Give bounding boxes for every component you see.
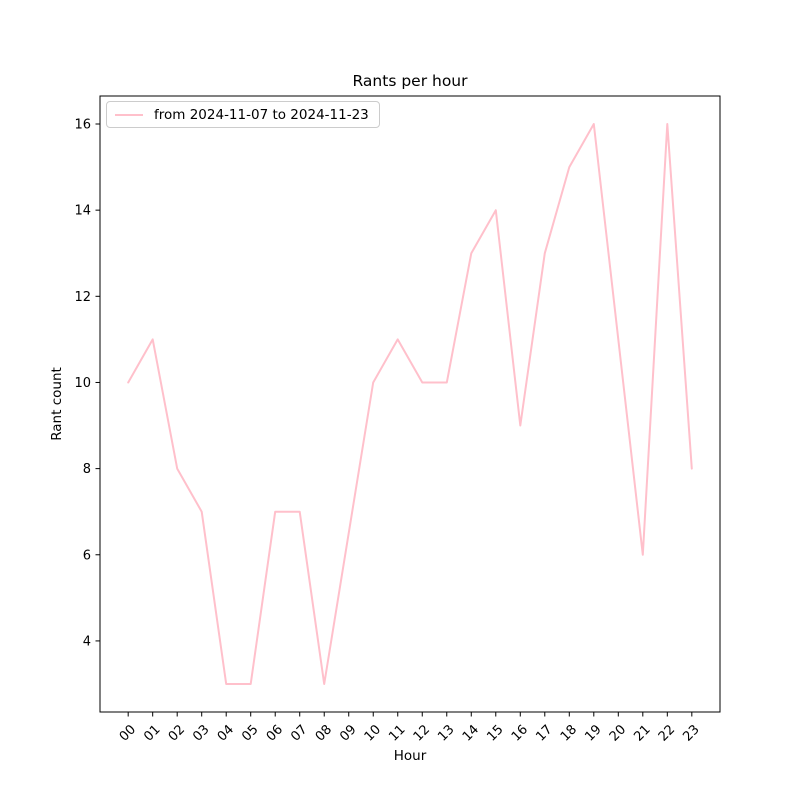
y-tick-label: 10 [74,376,91,391]
chart-title: Rants per hour [352,72,468,90]
legend-line-swatch [115,113,143,116]
x-tick-label: 06 [264,722,286,744]
x-tick-label: 21 [631,722,653,744]
x-tick-label: 13 [435,722,457,744]
y-tick-label: 14 [74,204,91,219]
x-tick-label: 23 [680,722,702,744]
legend-label: from 2024-11-07 to 2024-11-23 [154,106,369,123]
x-tick-label: 12 [411,722,433,744]
x-tick-label: 20 [607,722,629,744]
x-tick-label: 04 [215,722,237,744]
x-tick-label: 02 [166,722,188,744]
data-line [127,123,693,685]
x-tick-label: 00 [117,722,139,744]
y-axis-label: Rant count [49,367,65,441]
x-tick-label: 22 [656,722,678,744]
y-axis-ticks [95,123,100,642]
x-tick-label: 16 [509,722,531,744]
x-tick-label: 03 [190,722,212,744]
y-tick-label: 16 [74,118,91,133]
legend: from 2024-11-07 to 2024-11-23 [106,101,380,128]
x-tick-labels: 00 01 02 03 04 05 06 07 08 09 10 11 12 13 14 15 16 17 18 19… [117,722,703,744]
plot-area-border [99,95,721,713]
x-tick-label: 19 [582,722,604,744]
y-tick-label: 6 [83,548,91,563]
x-tick-label: 15 [484,722,506,744]
x-tick-label: 05 [239,722,261,744]
x-tick-label: 09 [337,722,359,744]
x-tick-label: 14 [460,722,482,744]
x-tick-label: 08 [313,722,335,744]
x-axis-label: Hour [393,748,427,764]
x-axis-ticks [127,712,693,717]
x-tick-label: 17 [533,722,555,744]
x-tick-label: 01 [141,722,163,744]
x-tick-label: 10 [362,722,384,744]
y-tick-labels: 4 6 8 10 12 14 16 [74,118,91,650]
y-tick-label: 8 [83,462,91,477]
x-tick-label: 18 [558,722,580,744]
x-tick-label: 07 [288,722,310,744]
y-tick-label: 4 [83,634,91,649]
x-tick-label: 11 [386,722,408,744]
y-tick-label: 12 [74,290,91,305]
